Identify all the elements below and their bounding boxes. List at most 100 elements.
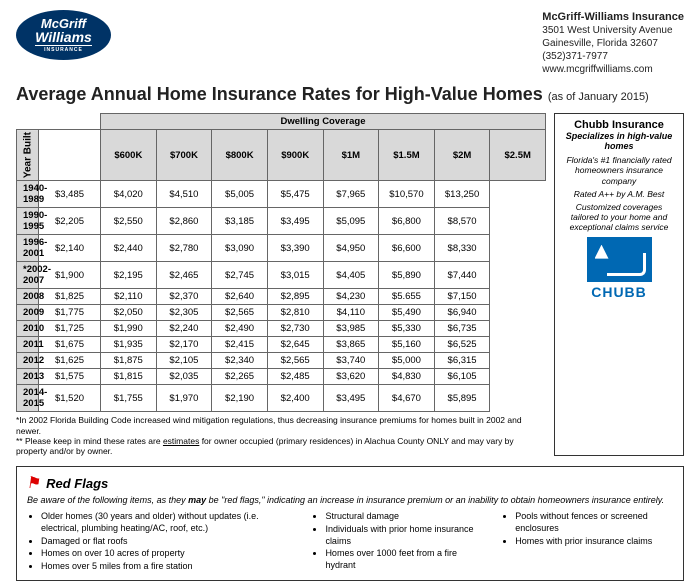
table-row: 2011$1,675$1,935$2,170$2,415$2,645$3,865… xyxy=(17,337,546,353)
rate-cell: $2,730 xyxy=(267,321,323,337)
rate-cell: $1,755 xyxy=(101,385,157,412)
rate-cell: $3,495 xyxy=(323,385,379,412)
main-row: Dwelling Coverage Year Built $600K$700K$… xyxy=(16,113,684,456)
table-row: 2010$1,725$1,990$2,240$2,490$2,730$3,985… xyxy=(17,321,546,337)
logo-line2: Williams xyxy=(35,30,92,46)
rate-cell: $2,645 xyxy=(267,337,323,353)
red-flags-heading-row: ⚑ Red Flags xyxy=(27,473,673,493)
rate-cell: $2,745 xyxy=(212,262,268,289)
chubb-p3: Customized coverages tailored to your ho… xyxy=(561,202,677,233)
rate-cell: $3,495 xyxy=(267,208,323,235)
table-row: 2009$1,775$2,050$2,305$2,565$2,810$4,110… xyxy=(17,305,546,321)
rate-cell: $3,015 xyxy=(267,262,323,289)
rate-cell: $4,020 xyxy=(101,181,157,208)
rate-cell: $1,575 xyxy=(39,369,101,385)
rate-cell: $7,965 xyxy=(323,181,379,208)
footnotes: *In 2002 Florida Building Code increased… xyxy=(16,415,546,456)
rate-cell: $5,490 xyxy=(379,305,435,321)
rate-cell: $6,525 xyxy=(434,337,490,353)
chubb-spec: Specializes in high-value homes xyxy=(561,131,677,151)
asof-text: (as of January 2015) xyxy=(548,91,649,103)
rate-cell: $2,490 xyxy=(212,321,268,337)
rate-cell: $4,830 xyxy=(379,369,435,385)
rate-cell: $2,195 xyxy=(101,262,157,289)
rate-cell: $2,780 xyxy=(156,235,212,262)
rate-cell: $2,035 xyxy=(156,369,212,385)
col-header: $700K xyxy=(156,130,212,181)
rate-cell: $3,620 xyxy=(323,369,379,385)
rate-cell: $8,570 xyxy=(434,208,490,235)
table-row: 2008$1,825$2,110$2,370$2,640$2,895$4,230… xyxy=(17,289,546,305)
rate-cell: $6,315 xyxy=(434,353,490,369)
rate-cell: $2,305 xyxy=(156,305,212,321)
rate-cell: $1,775 xyxy=(39,305,101,321)
rate-cell: $2,550 xyxy=(101,208,157,235)
rate-cell: $2,565 xyxy=(267,353,323,369)
header: McGriff Williams INSURANCE McGriff-Willi… xyxy=(16,10,684,76)
row-year-label: 1990-1995 xyxy=(17,208,39,235)
phone: (352)371-7977 xyxy=(542,50,684,63)
rate-cell: $6,735 xyxy=(434,321,490,337)
red-flag-item: Individuals with prior home insurance cl… xyxy=(325,524,483,547)
rate-cell: $3,185 xyxy=(212,208,268,235)
year-built-header: Year Built xyxy=(17,130,39,181)
rf-col-2: Structural damageIndividuals with prior … xyxy=(311,511,483,573)
rate-cell: $13,250 xyxy=(434,181,490,208)
red-flags-heading: Red Flags xyxy=(46,476,108,491)
rate-cell: $2,205 xyxy=(39,208,101,235)
rate-cell: $3,740 xyxy=(323,353,379,369)
table-row: 1990-1995$2,205$2,550$2,860$3,185$3,495 $… xyxy=(17,208,546,235)
red-flags-box: ⚑ Red Flags Be aware of the following it… xyxy=(16,466,684,580)
rate-cell: $2,895 xyxy=(267,289,323,305)
red-flag-item: Damaged or flat roofs xyxy=(41,536,293,548)
rate-cell: $5,160 xyxy=(379,337,435,353)
table-row: 1996-2001$2,140$2,440$2,780$3,090$3,390$… xyxy=(17,235,546,262)
rate-cell: $2,400 xyxy=(267,385,323,412)
rate-cell: $2,860 xyxy=(156,208,212,235)
col-header: $1.5M xyxy=(379,130,435,181)
chubb-p1: Florida's #1 financially rated homeowner… xyxy=(561,155,677,186)
rates-table: Dwelling Coverage Year Built $600K$700K$… xyxy=(16,113,546,412)
rate-cell: $6,940 xyxy=(434,305,490,321)
red-flag-item: Homes with prior insurance claims xyxy=(515,536,673,548)
rate-cell: $2,050 xyxy=(101,305,157,321)
rate-cell: $1,625 xyxy=(39,353,101,369)
rate-cell: $1,990 xyxy=(101,321,157,337)
chubb-sidebar: Chubb Insurance Specializes in high-valu… xyxy=(554,113,684,456)
table-row: *2002-2007$1,900$2,195$2,465$2,745$3,015… xyxy=(17,262,546,289)
red-flag-item: Homes on over 10 acres of property xyxy=(41,548,293,560)
rate-cell: $7,440 xyxy=(434,262,490,289)
row-year-label: 1996-2001 xyxy=(17,235,39,262)
rate-cell: $3,865 xyxy=(323,337,379,353)
rate-cell: $6,600 xyxy=(379,235,435,262)
rate-cell: $4,950 xyxy=(323,235,379,262)
footnote-2: ** Please keep in mind these rates are e… xyxy=(16,436,546,456)
rate-cell: $4,230 xyxy=(323,289,379,305)
red-flag-item: Homes over 1000 feet from a fire hydrant xyxy=(325,548,483,571)
rate-cell: $1,875 xyxy=(101,353,157,369)
rate-cell: $2,265 xyxy=(212,369,268,385)
rate-cell: $4,110 xyxy=(323,305,379,321)
rate-cell: $3,485 xyxy=(39,181,101,208)
rate-cell: $5.655 xyxy=(379,289,435,305)
rate-cell: $3,090 xyxy=(212,235,268,262)
rate-cell: $1,825 xyxy=(39,289,101,305)
rate-cell: $1,725 xyxy=(39,321,101,337)
rate-cell: $2,640 xyxy=(212,289,268,305)
rate-cell: $8,330 xyxy=(434,235,490,262)
col-header: $900K xyxy=(267,130,323,181)
rate-cell: $2,110 xyxy=(101,289,157,305)
rate-cell: $2,465 xyxy=(156,262,212,289)
rate-cell: $2,340 xyxy=(212,353,268,369)
header-row-1: Dwelling Coverage xyxy=(17,114,546,130)
rate-cell: $2,240 xyxy=(156,321,212,337)
rate-cell: $2,485 xyxy=(267,369,323,385)
red-flags-intro: Be aware of the following items, as they… xyxy=(27,495,673,505)
rate-cell: $2,370 xyxy=(156,289,212,305)
rf-col-3: Pools without fences or screened enclosu… xyxy=(501,511,673,573)
rate-cell: $6,105 xyxy=(434,369,490,385)
rate-cell: $2,415 xyxy=(212,337,268,353)
address-line2: Gainesville, Florida 32607 xyxy=(542,37,684,50)
website: www.mcgriffwilliams.com xyxy=(542,63,684,76)
table-row: 2012$1,625$1,875$2,105$2,340$2,565$3,740… xyxy=(17,353,546,369)
